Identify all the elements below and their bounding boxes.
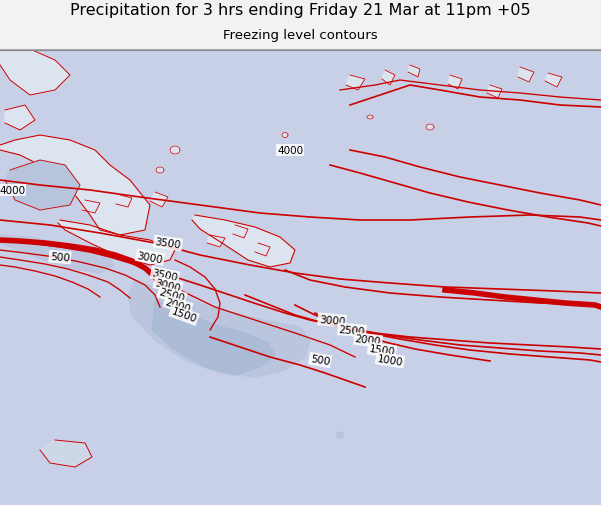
Polygon shape bbox=[0, 50, 70, 96]
Polygon shape bbox=[152, 300, 275, 375]
Polygon shape bbox=[40, 440, 92, 467]
Text: 3000: 3000 bbox=[136, 250, 163, 265]
Polygon shape bbox=[346, 76, 365, 91]
Text: 3000: 3000 bbox=[319, 314, 346, 326]
Text: 3500: 3500 bbox=[151, 268, 179, 283]
Polygon shape bbox=[40, 440, 92, 467]
Text: Precipitation for 3 hrs ending Friday 21 Mar at 11pm +05: Precipitation for 3 hrs ending Friday 21… bbox=[70, 4, 531, 19]
Polygon shape bbox=[116, 195, 132, 208]
Polygon shape bbox=[233, 226, 248, 238]
Polygon shape bbox=[58, 221, 175, 266]
Polygon shape bbox=[487, 86, 502, 99]
Polygon shape bbox=[255, 243, 270, 257]
Polygon shape bbox=[545, 74, 562, 88]
Polygon shape bbox=[5, 106, 35, 131]
Polygon shape bbox=[156, 168, 164, 174]
Polygon shape bbox=[367, 116, 373, 120]
Polygon shape bbox=[282, 133, 288, 138]
Text: 2500: 2500 bbox=[338, 324, 365, 336]
Polygon shape bbox=[0, 136, 150, 235]
Text: 4000: 4000 bbox=[0, 186, 25, 195]
Text: 2000: 2000 bbox=[355, 334, 382, 347]
Polygon shape bbox=[336, 432, 344, 438]
Polygon shape bbox=[82, 200, 100, 214]
Text: 4000: 4000 bbox=[277, 146, 303, 156]
Text: 1000: 1000 bbox=[376, 354, 404, 367]
Text: Freezing level contours: Freezing level contours bbox=[223, 29, 378, 42]
Polygon shape bbox=[426, 125, 434, 131]
Polygon shape bbox=[518, 68, 534, 83]
Polygon shape bbox=[382, 71, 395, 86]
Polygon shape bbox=[448, 76, 462, 90]
Polygon shape bbox=[408, 66, 420, 78]
Text: 1500: 1500 bbox=[170, 306, 198, 325]
Polygon shape bbox=[192, 216, 295, 268]
Text: 2000: 2000 bbox=[164, 296, 192, 314]
Polygon shape bbox=[0, 235, 115, 274]
Text: 3500: 3500 bbox=[154, 237, 182, 250]
Polygon shape bbox=[128, 280, 310, 377]
Text: 1500: 1500 bbox=[368, 343, 395, 357]
Text: 500: 500 bbox=[310, 354, 331, 367]
Text: 500: 500 bbox=[50, 251, 70, 263]
Text: 3000: 3000 bbox=[154, 277, 182, 293]
Polygon shape bbox=[5, 161, 80, 211]
Polygon shape bbox=[170, 147, 180, 155]
Polygon shape bbox=[207, 235, 225, 247]
Polygon shape bbox=[150, 192, 168, 208]
Text: 2500: 2500 bbox=[158, 287, 186, 304]
